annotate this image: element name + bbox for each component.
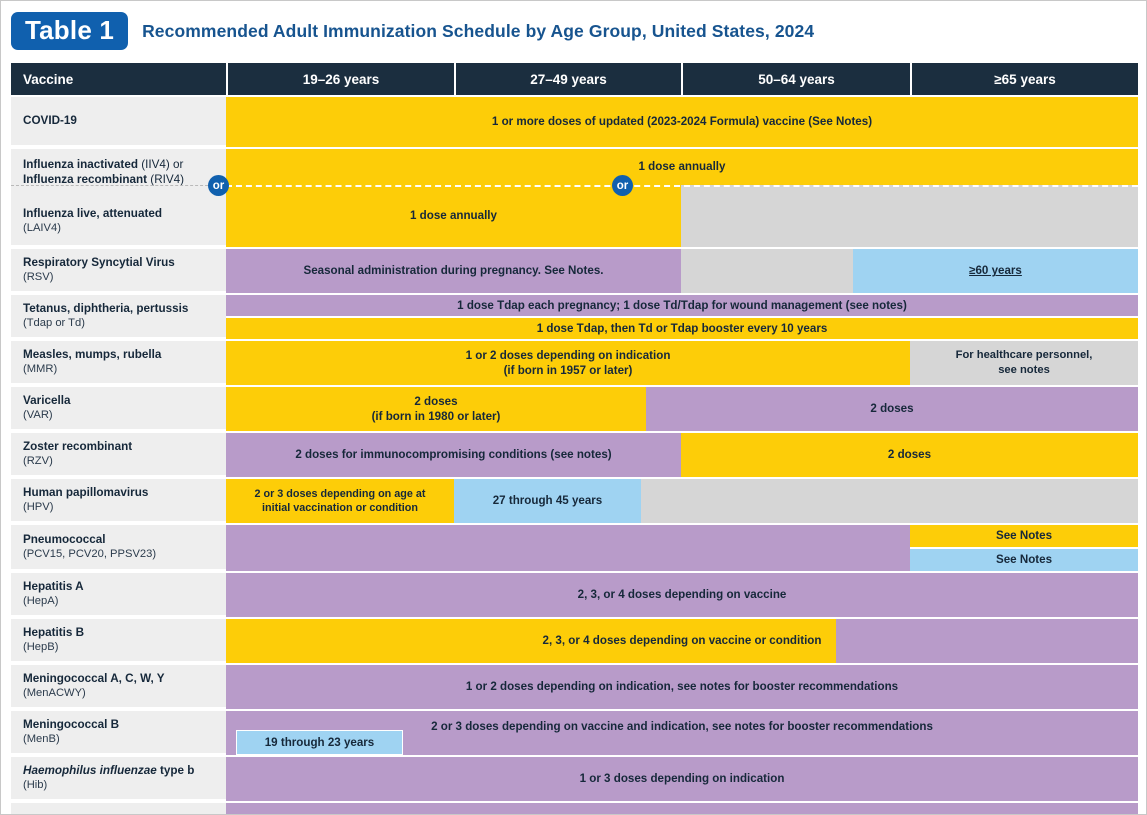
cell-hib-all-ages: 1 or 3 doses depending on indication	[226, 757, 1138, 801]
table-number-badge: Table 1	[11, 12, 129, 50]
column-header-vaccine: Vaccine	[11, 63, 226, 95]
row-label-rsv: Respiratory Syncytial Virus (RSV)	[11, 249, 226, 293]
cell-pneumococcal-65plus-pcv: See Notes	[910, 525, 1138, 547]
vaccine-name: COVID-19	[23, 113, 77, 127]
vaccine-abbrev: (MenACWY)	[23, 687, 86, 700]
cell-pneumococcal-19-64	[226, 525, 910, 571]
vaccine-abbrev: (Hib)	[23, 779, 48, 792]
row-label-zoster: Zoster recombinant (RZV)	[11, 433, 226, 477]
row-label-pneumococcal: Pneumococcal (PCV15, PCV20, PPSV23)	[11, 525, 226, 571]
vaccine-abbrev: (HepB)	[23, 641, 59, 654]
cell-varicella-older: 2 doses	[646, 387, 1138, 431]
cell-rsv-60plus: ≥60 years	[853, 249, 1138, 293]
cell-tdap-pregnancy: 1 dose Tdap each pregnancy; 1 dose Td/Td…	[226, 295, 1138, 316]
cell-pneumococcal-65plus-ppsv: See Notes	[910, 549, 1138, 571]
vaccine-abbrev: (RSV)	[23, 271, 54, 284]
hib-genus-species: Haemophilus influenzae	[23, 763, 157, 777]
column-header-27-49: 27–49 years	[454, 63, 681, 95]
cell-tdap-booster: 1 dose Tdap, then Td or Tdap booster eve…	[226, 318, 1138, 339]
vaccine-name: Meningococcal B	[23, 717, 120, 731]
cell-hepatitis-a-all-ages: 2, 3, or 4 doses depending on vaccine	[226, 573, 1138, 617]
vaccine-abbrev: (LAIV4)	[23, 222, 61, 235]
vaccine-name: Human papillomavirus	[23, 485, 149, 499]
vaccine-name: Respiratory Syncytial Virus	[23, 255, 175, 269]
hib-type: type b	[156, 763, 195, 777]
row-label-varicella: Varicella (VAR)	[11, 387, 226, 431]
vaccine-abbrev: (RZV)	[23, 455, 53, 468]
page-title: Recommended Adult Immunization Schedule …	[142, 20, 815, 41]
row-label-hepatitis-a: Hepatitis A (HepA)	[11, 573, 226, 617]
vaccine-name-light2: (RIV4)	[150, 173, 185, 186]
vaccine-abbrev: (Tdap or Td)	[23, 317, 85, 330]
vaccine-name: Haemophilus influenzae type b	[23, 764, 220, 779]
vaccine-name: Pneumococcal	[23, 532, 106, 546]
vaccine-name: Hepatitis A	[23, 579, 84, 593]
cell-rsv-50-59	[681, 249, 853, 293]
vaccine-name-line2: Influenza recombinant (RIV4)	[23, 173, 220, 188]
vaccine-name-bold1: Influenza inactivated	[23, 158, 138, 172]
column-header-19-26: 19–26 years	[226, 63, 454, 95]
column-header-50-64: 50–64 years	[681, 63, 910, 95]
vaccine-name: Hepatitis B	[23, 625, 85, 639]
vaccine-name: Influenza live, attenuated	[23, 206, 162, 220]
vaccine-name-bold2: Influenza recombinant	[23, 173, 148, 186]
vaccine-name: Zoster recombinant	[23, 439, 133, 453]
influenza-or-divider-right	[226, 185, 1138, 187]
cell-influenza-inactivated-all-ages: 1 dose annually	[226, 149, 1138, 185]
row-label-influenza-inactivated: Influenza inactivated (IIV4) or Influenz…	[11, 149, 226, 197]
row-label-tdap: Tetanus, diphtheria, pertussis (Tdap or …	[11, 295, 226, 339]
vaccine-name: Measles, mumps, rubella	[23, 347, 162, 361]
vaccine-name: Varicella	[23, 393, 71, 407]
vaccine-abbrev: (PCV15, PCV20, PPSV23)	[23, 548, 157, 561]
cell-hepatitis-b-text: 2, 3, or 4 doses depending on vaccine or…	[542, 634, 822, 648]
cell-zoster-50plus: 2 doses	[681, 433, 1138, 477]
cell-mmr-65plus: For healthcare personnel, see notes	[910, 341, 1138, 385]
cell-zoster-19-49: 2 doses for immunocompromising condition…	[226, 433, 681, 477]
cell-mmr-19-64: 1 or 2 doses depending on indication (if…	[226, 341, 910, 385]
vaccine-name: Tetanus, diphtheria, pertussis	[23, 301, 189, 315]
cell-influenza-laiv-19-49: 1 dose annually	[226, 185, 681, 247]
cell-menb-19-23: 19 through 23 years	[236, 730, 403, 755]
vaccine-abbrev: (MenB)	[23, 733, 60, 746]
vaccine-abbrev: (HPV)	[23, 501, 54, 514]
row-label-hib: Haemophilus influenzae type b (Hib)	[11, 757, 226, 801]
cell-hpv-older	[641, 479, 1138, 523]
cell-hpv-19-26: 2 or 3 doses depending on age at initial…	[226, 479, 454, 523]
row-label-hepatitis-b: Hepatitis B (HepB)	[11, 619, 226, 663]
vaccine-abbrev: (HepA)	[23, 595, 59, 608]
vaccine-name: Meningococcal A, C, W, Y	[23, 671, 165, 685]
title-bar: Table 1 Recommended Adult Immunization S…	[1, 1, 1146, 61]
cell-varicella-19-40s: 2 doses (if born in 1980 or later)	[226, 387, 646, 431]
row-label-hpv: Human papillomavirus (HPV)	[11, 479, 226, 523]
row-label-mpox: Mpox	[11, 803, 226, 814]
vaccine-abbrev: (VAR)	[23, 409, 53, 422]
or-badge-label: or	[208, 175, 229, 196]
cell-rsv-19-49: Seasonal administration during pregnancy…	[226, 249, 681, 293]
cell-influenza-laiv-50plus	[681, 185, 1138, 247]
cell-hpv-27-45: 27 through 45 years	[454, 479, 641, 523]
row-label-influenza-laiv: Influenza live, attenuated (LAIV4)	[11, 197, 226, 247]
cell-mpox-all-ages	[226, 803, 1138, 814]
row-label-covid-19: COVID-19	[11, 97, 226, 147]
cell-hepatitis-b-60plus	[836, 619, 1138, 663]
row-label-mmr: Measles, mumps, rubella (MMR)	[11, 341, 226, 385]
or-badge-cell: or	[612, 175, 633, 196]
row-label-menb: Meningococcal B (MenB)	[11, 711, 226, 755]
vaccine-abbrev: (MMR)	[23, 363, 58, 376]
schedule-grid: Vaccine 19–26 years 27–49 years 50–64 ye…	[11, 63, 1138, 814]
influenza-or-divider-left	[11, 185, 218, 186]
cell-covid-19-all-ages: 1 or more doses of updated (2023-2024 Fo…	[226, 97, 1138, 147]
cell-hepatitis-b-19-59	[226, 619, 836, 663]
row-label-menacwy: Meningococcal A, C, W, Y (MenACWY)	[11, 665, 226, 709]
cell-menacwy-all-ages: 1 or 2 doses depending on indication, se…	[226, 665, 1138, 709]
vaccine-name-light1: (IIV4) or	[141, 158, 184, 172]
column-header-65plus: ≥65 years	[910, 63, 1138, 95]
rsv-60plus-text: ≥60 years	[969, 264, 1022, 278]
vaccine-name-line1: Influenza inactivated (IIV4) or	[23, 158, 220, 173]
